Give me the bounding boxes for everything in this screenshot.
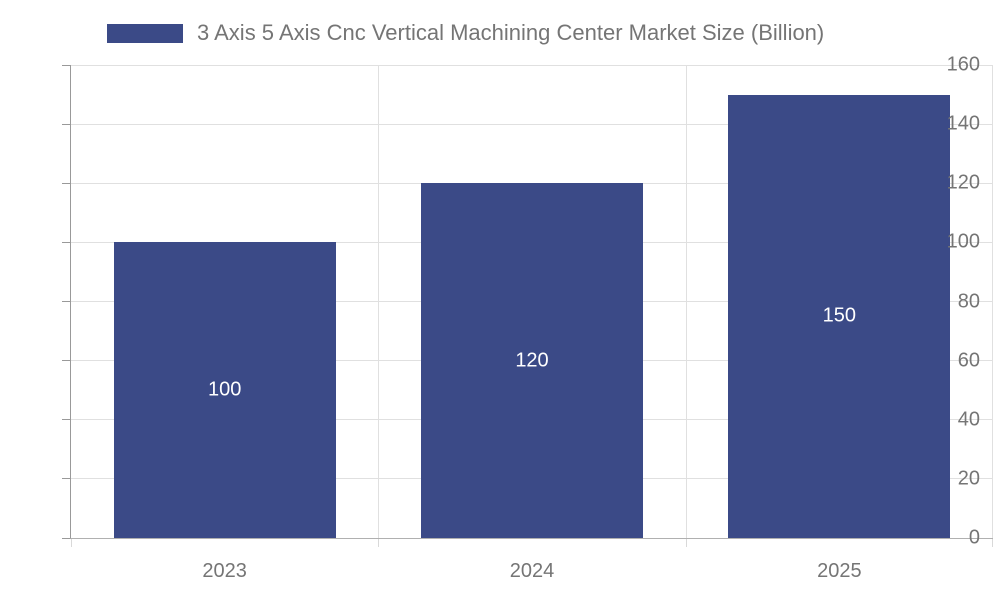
- x-axis-tick: [71, 539, 72, 547]
- y-axis-tick-label: 0: [968, 526, 980, 549]
- bar: 150: [728, 94, 951, 538]
- legend: 3 Axis 5 Axis Cnc Vertical Machining Cen…: [107, 20, 824, 46]
- gridline-horizontal: [71, 64, 993, 66]
- x-axis-tick: [685, 539, 687, 547]
- gridline-vertical: [378, 65, 380, 538]
- legend-swatch: [107, 23, 183, 43]
- y-axis-tick: [62, 360, 70, 362]
- y-axis-tick: [62, 478, 70, 480]
- x-axis-tick: [992, 539, 993, 547]
- y-axis-tick-label: 20: [957, 467, 980, 490]
- x-axis-tick-label: 2024: [509, 560, 555, 582]
- y-axis-tick: [62, 301, 70, 302]
- y-axis-tick: [62, 241, 70, 243]
- gridline-vertical: [685, 65, 687, 538]
- y-axis-tick-label: 160: [946, 53, 980, 76]
- y-axis-tick-label: 80: [957, 290, 980, 312]
- y-axis-tick: [62, 123, 70, 125]
- bar: 100: [113, 242, 336, 538]
- y-axis-tick-label: 140: [946, 112, 980, 135]
- y-axis-tick: [62, 419, 70, 421]
- y-axis-tick: [62, 64, 70, 66]
- x-axis-tick: [378, 539, 380, 547]
- chart-title: 3 Axis 5 Axis Cnc Vertical Machining Cen…: [197, 20, 825, 45]
- y-axis-tick: [62, 537, 70, 539]
- x-axis-tick-label: 2023: [202, 560, 247, 582]
- y-axis-tick: [62, 182, 70, 184]
- x-axis-tick-label: 2025: [817, 560, 862, 582]
- plot-area: 100 120 150 0 20 40 60 80 100 120 140 160 2023 2024 2…: [62, 54, 993, 582]
- bar: 120: [421, 183, 643, 538]
- bar-value-label: 100: [207, 378, 242, 401]
- bar-value-label: 120: [515, 349, 549, 372]
- y-axis-tick-label: 120: [946, 171, 980, 194]
- y-axis-tick-label: 100: [946, 230, 980, 253]
- gridline-horizontal: [71, 123, 993, 125]
- y-axis-tick-label: 60: [957, 349, 980, 372]
- y-axis-tick-label: 40: [957, 408, 980, 431]
- gridline-vertical: [992, 65, 993, 538]
- bar-value-label: 150: [822, 304, 857, 327]
